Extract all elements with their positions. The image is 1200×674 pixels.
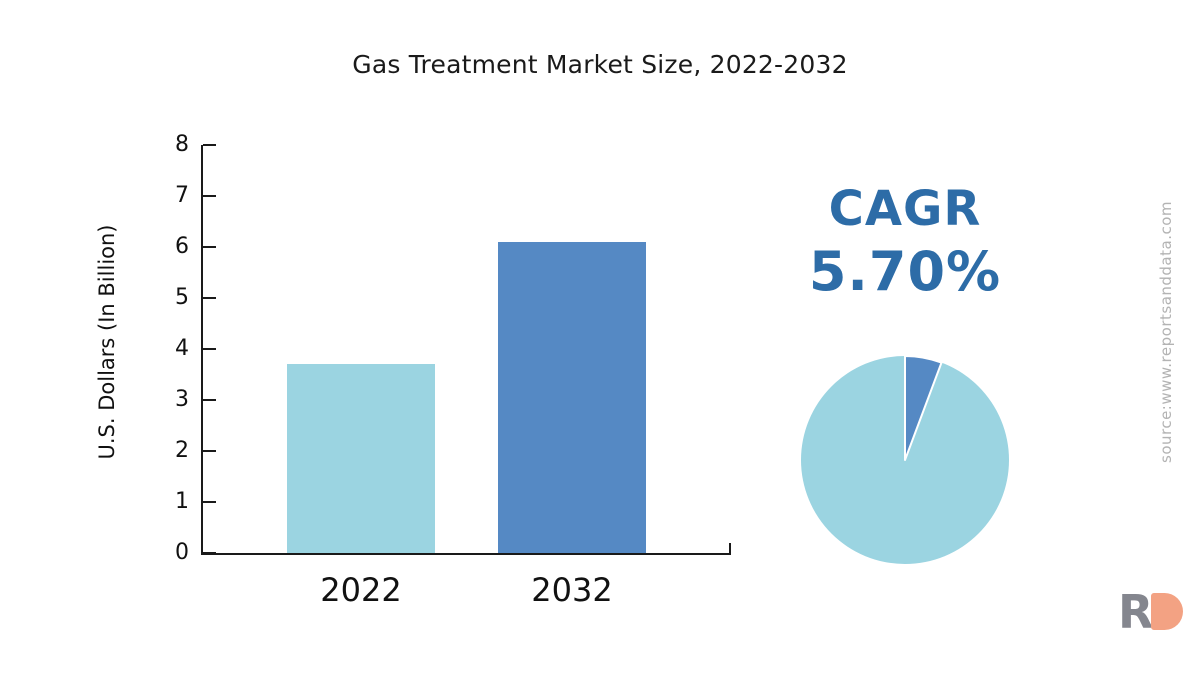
pie-slice	[904, 354, 943, 461]
y-axis-tick	[203, 297, 216, 299]
x-axis-end-tick	[729, 543, 731, 553]
y-axis-tick-label: 8	[175, 132, 189, 157]
y-axis-tick	[203, 399, 216, 401]
reports-and-data-logo: R	[1118, 586, 1192, 640]
y-axis-tick-label: 3	[175, 387, 189, 412]
y-axis-tick-label: 4	[175, 336, 189, 361]
y-axis-tick	[203, 348, 216, 350]
y-axis-tick	[203, 195, 216, 197]
y-axis-tick	[203, 552, 216, 554]
source-note: source:www.reportsanddata.com	[1157, 201, 1175, 463]
x-axis-tick-label: 2032	[531, 571, 613, 609]
y-axis-tick-label: 1	[175, 489, 189, 514]
y-axis-tick-label: 5	[175, 285, 189, 310]
y-axis-tick	[203, 246, 216, 248]
cagr-block: CAGR 5.70%	[775, 183, 1035, 301]
plot-area: 0 1 2 3 4 5 6 7 8 2022 2032	[175, 132, 731, 609]
y-axis-tick	[203, 450, 216, 452]
y-axis-tick	[203, 501, 216, 503]
y-axis-tick	[203, 144, 216, 146]
y-axis-tick-label: 2	[175, 438, 189, 463]
y-axis-tick-label: 6	[175, 234, 189, 259]
y-axis-tick-label: 7	[175, 183, 189, 208]
cagr-label: CAGR	[828, 181, 982, 237]
cagr-value: 5.70%	[808, 239, 1002, 303]
logo-d-icon	[1151, 593, 1183, 630]
y-axis-tick-label: 0	[175, 540, 189, 565]
x-axis-tick-label: 2022	[320, 571, 402, 609]
bar-2032	[498, 241, 646, 553]
cagr-pie-chart	[795, 350, 1015, 570]
chart-title: Gas Treatment Market Size, 2022-2032	[352, 50, 848, 79]
bar-2022	[287, 364, 435, 553]
pie-svg	[801, 354, 1009, 564]
logo-letter-r: R	[1118, 585, 1154, 639]
y-axis-label: U.S. Dollars (In Billion)	[95, 224, 119, 460]
